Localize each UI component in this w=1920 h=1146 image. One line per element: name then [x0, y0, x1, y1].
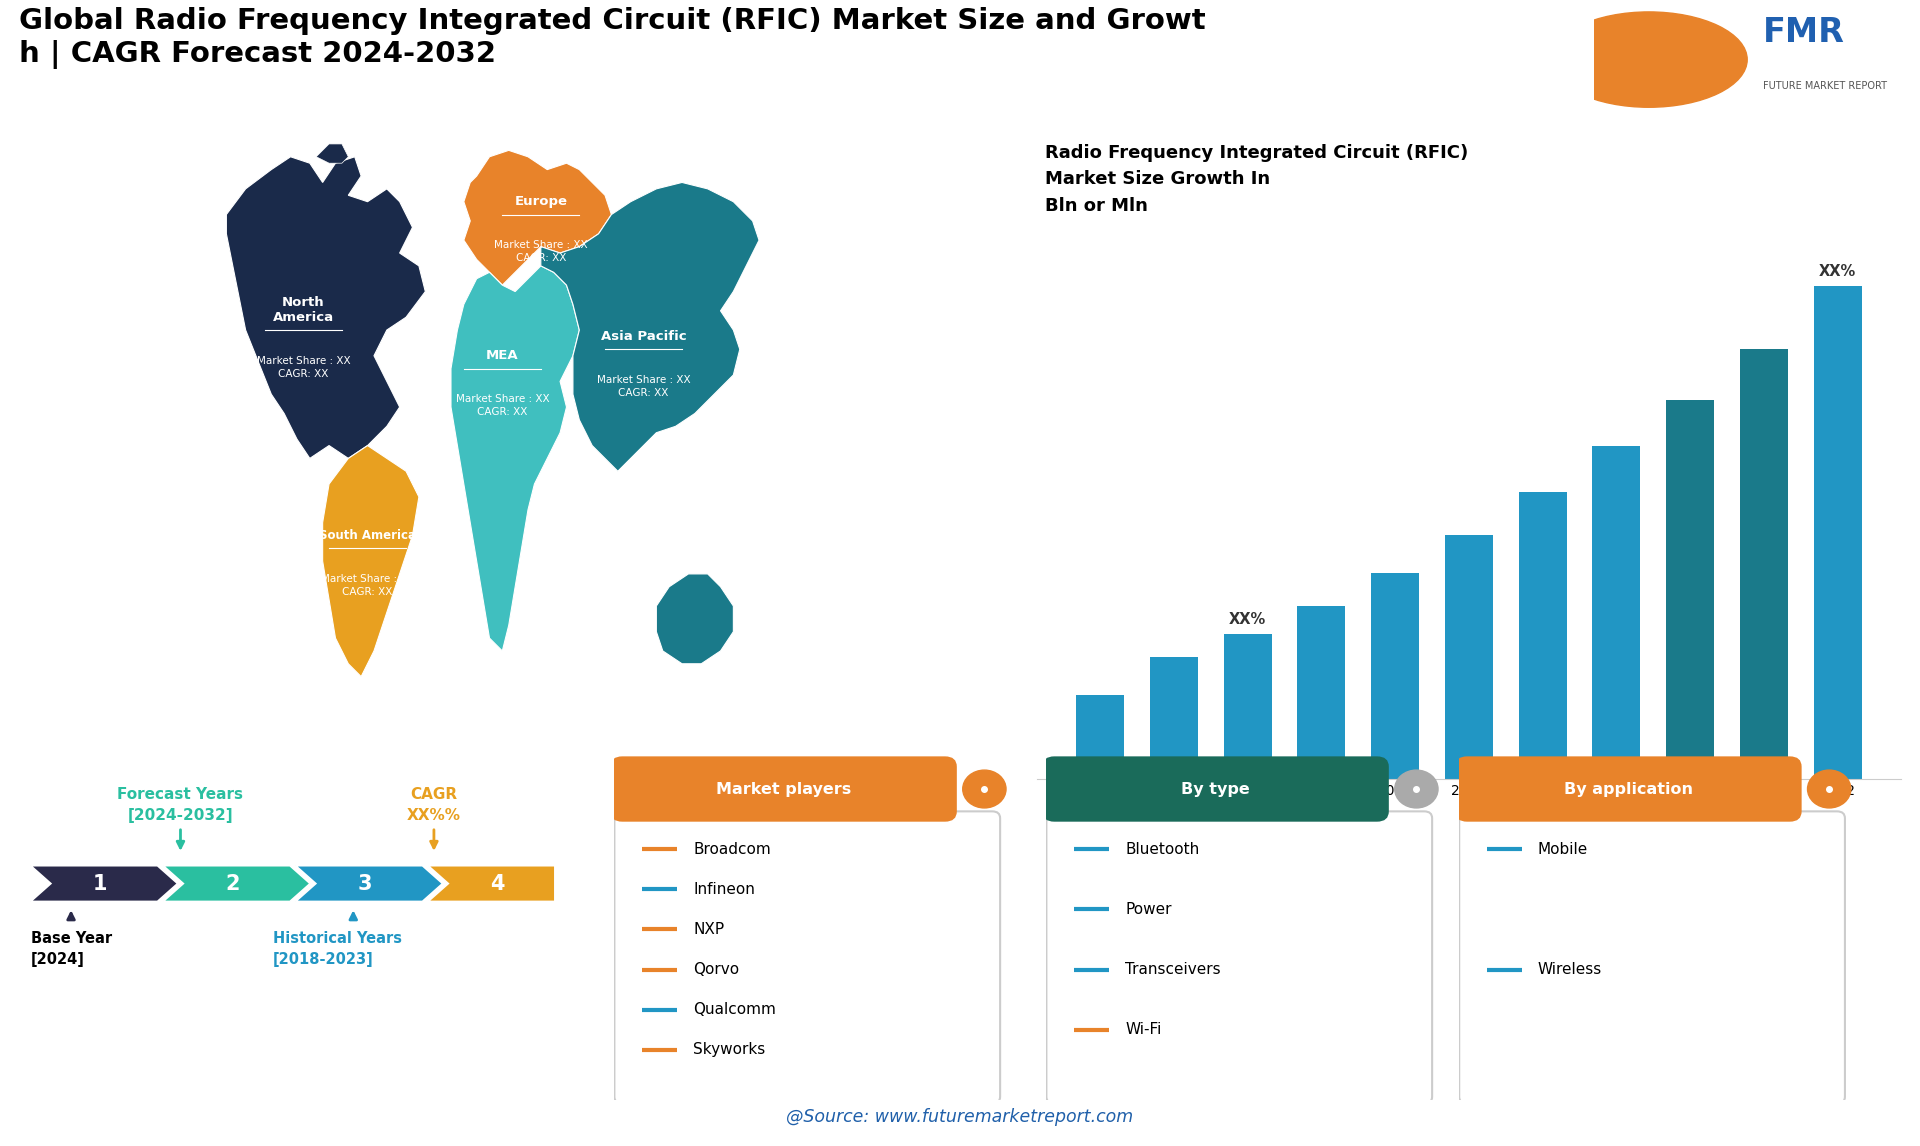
Text: Wi-Fi: Wi-Fi: [1125, 1022, 1162, 1037]
Text: Bluetooth: Bluetooth: [1125, 841, 1200, 857]
Bar: [1814, 285, 1862, 779]
Polygon shape: [541, 182, 758, 471]
Circle shape: [962, 770, 1006, 808]
Bar: [1667, 400, 1715, 779]
Text: North
America: North America: [273, 296, 334, 323]
Text: South America: South America: [319, 528, 417, 542]
Text: Historical Years: Historical Years: [273, 932, 401, 947]
Text: Base Year: Base Year: [31, 932, 111, 947]
Text: 4: 4: [490, 873, 505, 894]
Text: Global Radio Frequency Integrated Circuit (RFIC) Market Size and Growt
h | CAGR : Global Radio Frequency Integrated Circui…: [19, 8, 1206, 69]
Text: [2018-2023]: [2018-2023]: [273, 952, 372, 967]
Text: [2024-2032]: [2024-2032]: [127, 808, 234, 823]
FancyBboxPatch shape: [1455, 756, 1801, 822]
Text: Power: Power: [1125, 902, 1171, 917]
Circle shape: [1807, 770, 1851, 808]
Bar: [1592, 446, 1640, 779]
Text: Transceivers: Transceivers: [1125, 961, 1221, 978]
Polygon shape: [163, 865, 309, 902]
Text: Mobile: Mobile: [1538, 841, 1588, 857]
Bar: [1371, 573, 1419, 779]
Text: Qorvo: Qorvo: [693, 961, 739, 978]
FancyBboxPatch shape: [1046, 811, 1432, 1104]
Text: NXP: NXP: [693, 921, 724, 937]
Text: 3: 3: [357, 873, 372, 894]
Text: FUTURE MARKET REPORT: FUTURE MARKET REPORT: [1763, 81, 1887, 92]
Bar: [1150, 657, 1198, 779]
Text: Forecast Years: Forecast Years: [117, 786, 244, 802]
Polygon shape: [317, 144, 348, 163]
Polygon shape: [227, 157, 426, 458]
Bar: [1519, 493, 1567, 779]
Polygon shape: [428, 865, 555, 902]
Polygon shape: [31, 865, 179, 902]
Text: XX%: XX%: [1818, 264, 1857, 278]
Text: Market Share : XX
CAGR: XX: Market Share : XX CAGR: XX: [257, 355, 349, 379]
Text: Market Share : XX
CAGR: XX: Market Share : XX CAGR: XX: [321, 574, 415, 597]
Text: Market Share : XX
CAGR: XX: Market Share : XX CAGR: XX: [597, 375, 691, 398]
Polygon shape: [451, 266, 580, 651]
FancyBboxPatch shape: [611, 756, 956, 822]
FancyBboxPatch shape: [1459, 811, 1845, 1104]
Text: @Source: www.futuremarketreport.com: @Source: www.futuremarketreport.com: [787, 1108, 1133, 1127]
Bar: [1446, 534, 1492, 779]
Text: Infineon: Infineon: [693, 881, 755, 897]
Text: By type: By type: [1181, 782, 1250, 796]
Text: Market players: Market players: [716, 782, 851, 796]
Bar: [1223, 634, 1271, 779]
Circle shape: [1551, 11, 1747, 108]
Circle shape: [1394, 770, 1438, 808]
Text: Broadcom: Broadcom: [693, 841, 770, 857]
Text: Asia Pacific: Asia Pacific: [601, 330, 685, 343]
Text: XX%: XX%: [1229, 612, 1265, 627]
Polygon shape: [465, 150, 611, 285]
Polygon shape: [657, 574, 733, 664]
Bar: [1298, 606, 1346, 779]
Text: MEA: MEA: [486, 350, 518, 362]
Text: By application: By application: [1565, 782, 1693, 796]
Bar: [1740, 348, 1788, 779]
Text: FMR: FMR: [1763, 16, 1845, 49]
Text: Europe: Europe: [515, 195, 566, 209]
Text: Market Share : XX
CAGR: XX: Market Share : XX CAGR: XX: [455, 394, 549, 417]
Text: Market Share : XX
CAGR: XX: Market Share : XX CAGR: XX: [493, 241, 588, 264]
Text: Qualcomm: Qualcomm: [693, 1002, 776, 1018]
Text: CAGR: CAGR: [411, 786, 457, 802]
FancyBboxPatch shape: [1043, 756, 1388, 822]
Text: Radio Frequency Integrated Circuit (RFIC)
Market Size Growth In
Bln or Mln: Radio Frequency Integrated Circuit (RFIC…: [1046, 144, 1469, 214]
Bar: [1075, 694, 1123, 779]
Polygon shape: [296, 865, 442, 902]
Text: Wireless: Wireless: [1538, 961, 1601, 978]
FancyBboxPatch shape: [614, 811, 1000, 1104]
Polygon shape: [323, 446, 419, 676]
Text: XX%%: XX%%: [407, 808, 461, 823]
Text: 1: 1: [92, 873, 108, 894]
Text: Skyworks: Skyworks: [693, 1042, 766, 1058]
Text: [2024]: [2024]: [31, 952, 84, 967]
Text: 2: 2: [225, 873, 240, 894]
